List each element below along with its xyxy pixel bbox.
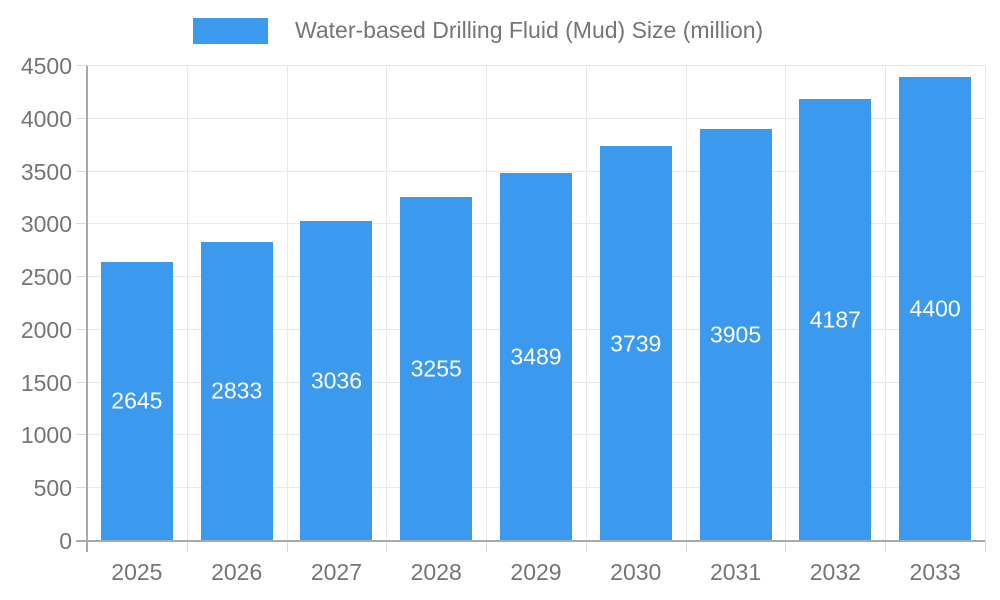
y-tick (76, 170, 87, 172)
x-axis-labels: 2025 2026 2027 2028 2029 2030 2031 2032 2033 (87, 557, 985, 587)
x-tick (486, 541, 488, 552)
bar-2026[interactable] (200, 241, 273, 541)
v-gridline (286, 66, 288, 541)
v-gridline (186, 66, 188, 541)
y-tick-label: 2500 (20, 264, 72, 291)
x-tick (985, 541, 986, 552)
bar-value-label: 2645 (111, 387, 163, 414)
x-tick-label: 2032 (809, 559, 861, 585)
v-gridline (785, 66, 787, 541)
y-tick (76, 65, 87, 66)
bar-value-label: 3036 (310, 367, 363, 394)
x-tick-label: 2026 (211, 559, 263, 585)
bar-2033[interactable] (899, 76, 972, 541)
x-tick (685, 541, 687, 552)
bar-2025[interactable] (100, 261, 173, 541)
x-tick (286, 541, 288, 552)
x-tick (785, 541, 787, 552)
y-tick-label: 3500 (20, 158, 72, 185)
v-gridline (386, 66, 388, 541)
plot-area: 2645 2833 3036 3255 3489 3739 3905 4187 4400 (76, 65, 986, 552)
y-tick (76, 434, 87, 436)
legend-swatch[interactable] (193, 17, 268, 44)
y-tick-label: 500 (33, 475, 72, 502)
bar-2028[interactable] (400, 197, 473, 541)
v-gridline (685, 66, 687, 541)
y-tick (76, 223, 87, 225)
y-tick-label: 4500 (20, 53, 72, 79)
bar-2027[interactable] (300, 220, 373, 541)
y-axis-labels: 0 500 1000 1500 2000 2500 3000 3500 4000 4500 (0, 53, 72, 554)
y-axis-line (86, 66, 88, 552)
bar-value-label: 3905 (709, 321, 762, 348)
y-tick-label: 1000 (20, 422, 72, 449)
v-gridline (486, 66, 488, 541)
bar-2031[interactable] (699, 128, 772, 541)
bar-value-label: 4187 (809, 306, 861, 333)
v-gridline (985, 66, 986, 541)
x-tick-label: 2027 (310, 559, 363, 585)
x-tick-label: 2025 (111, 559, 163, 585)
x-tick (386, 541, 388, 552)
y-tick (76, 117, 87, 119)
y-tick (76, 276, 87, 278)
y-tick-label: 1500 (20, 369, 72, 396)
bar-value-label: 2833 (211, 377, 263, 404)
h-gridline (87, 170, 985, 172)
v-gridline (885, 66, 887, 541)
x-tick (585, 541, 587, 552)
bar-value-label: 4400 (909, 295, 961, 322)
x-tick-label: 2031 (709, 559, 762, 585)
x-tick (186, 541, 188, 552)
x-tick-label: 2030 (610, 559, 662, 585)
legend-label[interactable]: Water-based Drilling Fluid (Mud) Size (m… (295, 17, 764, 43)
bar-value-label: 3255 (410, 355, 462, 382)
bar-2029[interactable] (500, 172, 572, 541)
x-tick-label: 2028 (410, 559, 462, 585)
x-tick-label: 2029 (510, 559, 562, 585)
y-tick (76, 328, 87, 330)
h-gridline (87, 65, 985, 66)
h-gridline (87, 117, 985, 119)
bar-value-label: 3739 (610, 330, 662, 357)
v-gridline (585, 66, 587, 541)
bar-value-label: 3489 (510, 343, 562, 370)
bar-2032[interactable] (799, 99, 872, 541)
y-tick-label: 0 (59, 528, 72, 554)
y-tick-label: 3000 (20, 211, 72, 238)
x-tick-label: 2033 (909, 559, 961, 585)
y-tick (76, 487, 87, 489)
legend: Water-based Drilling Fluid (Mud) Size (m… (193, 17, 763, 44)
x-tick (885, 541, 887, 552)
y-tick-label: 2000 (20, 316, 72, 343)
bar-2030[interactable] (599, 146, 672, 541)
y-tick (76, 381, 87, 383)
y-tick-label: 4000 (20, 105, 72, 132)
x-axis-line (76, 540, 985, 542)
